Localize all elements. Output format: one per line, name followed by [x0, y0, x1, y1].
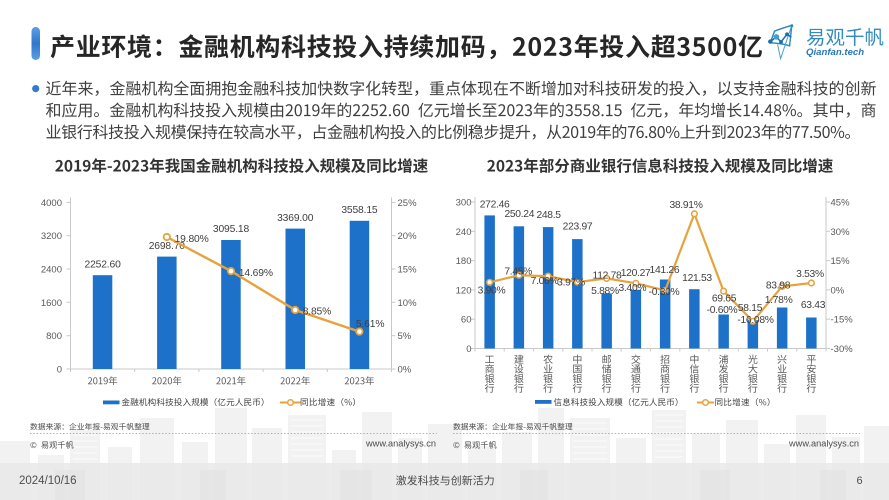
- svg-text:25%: 25%: [398, 198, 418, 209]
- svg-text:19.80%: 19.80%: [175, 234, 209, 245]
- svg-text:248.5: 248.5: [536, 210, 561, 221]
- svg-text:300: 300: [456, 198, 472, 209]
- svg-text:0%: 0%: [398, 365, 412, 376]
- svg-text:180: 180: [456, 256, 472, 267]
- svg-text:240: 240: [456, 227, 472, 238]
- svg-text:3200: 3200: [41, 231, 62, 242]
- svg-text:10%: 10%: [398, 298, 418, 309]
- svg-text:38.91%: 38.91%: [669, 200, 702, 211]
- svg-text:-30%: -30%: [831, 344, 854, 355]
- svg-text:2698.70: 2698.70: [149, 241, 186, 252]
- svg-text:2400: 2400: [41, 265, 62, 276]
- svg-text:83.98: 83.98: [766, 281, 791, 292]
- svg-text:-0.60%: -0.60%: [707, 305, 738, 316]
- svg-text:5.61%: 5.61%: [356, 319, 384, 330]
- svg-text:2252.60: 2252.60: [85, 259, 122, 270]
- svg-text:Qianfan.tech: Qianfan.tech: [806, 47, 864, 58]
- svg-text:1.78%: 1.78%: [765, 295, 793, 306]
- svg-text:63.43: 63.43: [801, 300, 826, 311]
- svg-text:0%: 0%: [831, 285, 845, 296]
- svg-text:1600: 1600: [41, 298, 62, 309]
- svg-text:-16.08%: -16.08%: [737, 315, 773, 326]
- svg-text:3.53%: 3.53%: [796, 269, 824, 280]
- svg-text:15%: 15%: [398, 265, 418, 276]
- svg-text:141.26: 141.26: [650, 265, 680, 276]
- svg-text:121.53: 121.53: [682, 273, 712, 284]
- svg-text:3369.00: 3369.00: [277, 213, 314, 224]
- svg-text:7.45%: 7.45%: [504, 267, 532, 278]
- svg-text:www.analysys.cn: www.analysys.cn: [788, 439, 859, 449]
- svg-text:8.85%: 8.85%: [303, 307, 331, 318]
- svg-text:-0.30%: -0.30%: [649, 287, 680, 298]
- svg-text:5%: 5%: [398, 331, 412, 342]
- svg-text:5.88%: 5.88%: [591, 286, 619, 297]
- svg-text:120: 120: [456, 285, 472, 296]
- svg-text:800: 800: [46, 331, 62, 342]
- svg-text:223.97: 223.97: [563, 222, 593, 233]
- svg-text:69.65: 69.65: [712, 294, 737, 305]
- svg-text:7.06%: 7.06%: [531, 276, 559, 287]
- svg-text:272.46: 272.46: [480, 199, 510, 210]
- svg-text:250.24: 250.24: [504, 209, 534, 220]
- svg-text:15%: 15%: [831, 256, 851, 267]
- svg-text:4000: 4000: [41, 198, 62, 209]
- svg-text:3558.15: 3558.15: [341, 205, 378, 216]
- svg-text:3.97%: 3.97%: [557, 278, 585, 289]
- svg-text:60: 60: [461, 315, 472, 326]
- svg-text:0: 0: [466, 344, 471, 355]
- svg-text:112.78: 112.78: [593, 270, 623, 281]
- svg-text:45%: 45%: [831, 198, 851, 209]
- svg-text:3.90%: 3.90%: [478, 285, 506, 296]
- svg-text:www.analysys.cn: www.analysys.cn: [365, 439, 436, 449]
- svg-text:-15%: -15%: [831, 315, 854, 326]
- svg-text:14.69%: 14.69%: [239, 268, 273, 279]
- svg-text:3095.18: 3095.18: [213, 224, 250, 235]
- svg-text:58.15: 58.15: [738, 303, 763, 314]
- svg-text:120.27: 120.27: [621, 268, 651, 279]
- svg-text:0: 0: [57, 365, 62, 376]
- svg-text:3.40%: 3.40%: [619, 283, 647, 294]
- svg-text:20%: 20%: [398, 231, 418, 242]
- svg-text:6: 6: [856, 475, 862, 487]
- svg-text:2024/10/16: 2024/10/16: [19, 475, 77, 487]
- svg-text:30%: 30%: [831, 227, 851, 238]
